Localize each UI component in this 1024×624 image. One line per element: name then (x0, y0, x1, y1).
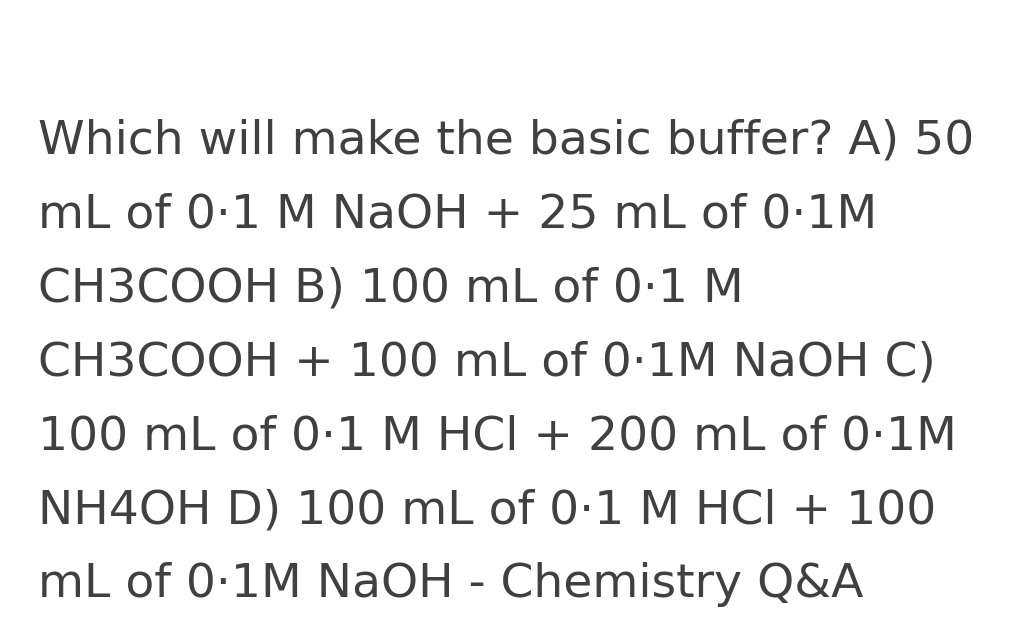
Text: mL of 0·1 M NaOH + 25 mL of 0·1M: mL of 0·1 M NaOH + 25 mL of 0·1M (38, 192, 878, 237)
Text: Which will make the basic buffer? A) 50: Which will make the basic buffer? A) 50 (38, 118, 974, 163)
Text: 100 mL of 0·1 M HCl + 200 mL of 0·1M: 100 mL of 0·1 M HCl + 200 mL of 0·1M (38, 414, 956, 459)
Text: CH3COOH B) 100 mL of 0·1 M: CH3COOH B) 100 mL of 0·1 M (38, 266, 743, 311)
Text: NH4OH D) 100 mL of 0·1 M HCl + 100: NH4OH D) 100 mL of 0·1 M HCl + 100 (38, 488, 936, 533)
Text: mL of 0·1M NaOH - Chemistry Q&A: mL of 0·1M NaOH - Chemistry Q&A (38, 562, 863, 607)
Text: CH3COOH + 100 mL of 0·1M NaOH C): CH3COOH + 100 mL of 0·1M NaOH C) (38, 340, 936, 385)
